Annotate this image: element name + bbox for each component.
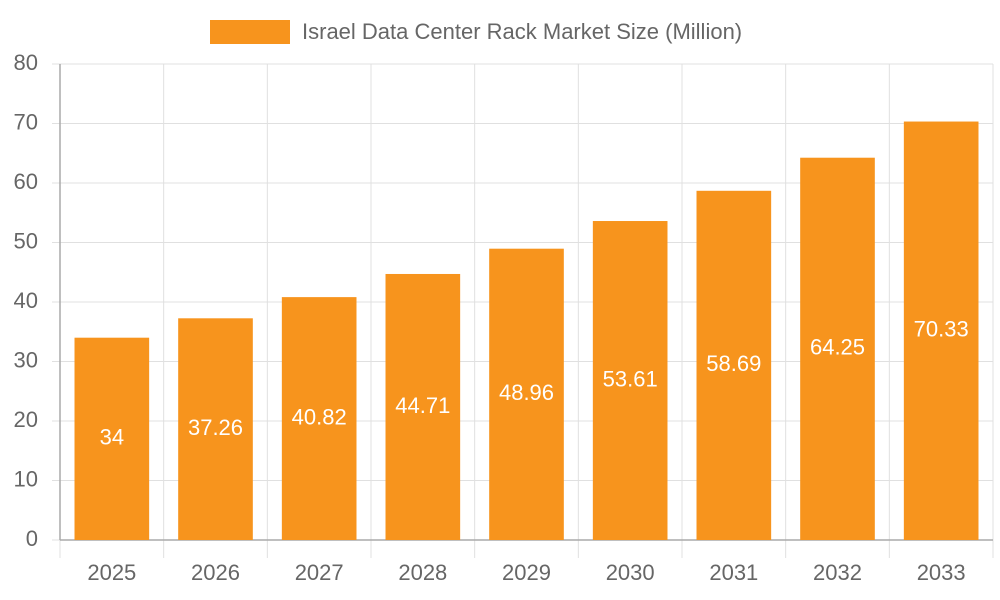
bar: [489, 248, 564, 541]
y-tick-label: 70: [14, 109, 38, 134]
y-tick-label: 30: [14, 347, 38, 372]
data-label: 58.69: [706, 351, 761, 376]
data-label: 37.26: [188, 415, 243, 440]
bar: [903, 121, 979, 540]
x-tick-label: 2028: [398, 560, 447, 585]
data-label: 40.82: [292, 404, 347, 429]
x-tick-label: 2031: [709, 560, 758, 585]
bar: [281, 297, 357, 540]
x-tick-label: 2030: [606, 560, 655, 585]
data-label: 48.96: [499, 380, 554, 405]
y-tick-label: 60: [14, 169, 38, 194]
x-tick-label: 2025: [87, 560, 136, 585]
y-tick-label: 10: [14, 466, 38, 491]
y-tick-label: 50: [14, 228, 38, 253]
x-tick-label: 2027: [295, 560, 344, 585]
bar: [696, 190, 772, 540]
data-label: 64.25: [810, 335, 865, 360]
x-tick-label: 2029: [502, 560, 551, 585]
bar: [74, 337, 150, 540]
y-tick-label: 0: [26, 526, 38, 551]
x-tick-label: 2033: [917, 560, 966, 585]
legend-label: Israel Data Center Rack Market Size (Mil…: [302, 19, 742, 44]
bar: [178, 318, 253, 540]
bar: [592, 221, 668, 540]
legend-swatch: [210, 20, 290, 44]
bar: [800, 157, 875, 540]
data-label: 44.71: [395, 393, 450, 418]
x-tick-label: 2032: [813, 560, 862, 585]
y-tick-label: 80: [14, 50, 38, 75]
data-label: 53.61: [603, 366, 658, 391]
data-label: 70.33: [914, 317, 969, 342]
x-tick-label: 2026: [191, 560, 240, 585]
y-tick-label: 40: [14, 288, 38, 313]
y-tick-label: 20: [14, 407, 38, 432]
data-label: 34: [100, 425, 124, 450]
bar: [385, 273, 461, 540]
